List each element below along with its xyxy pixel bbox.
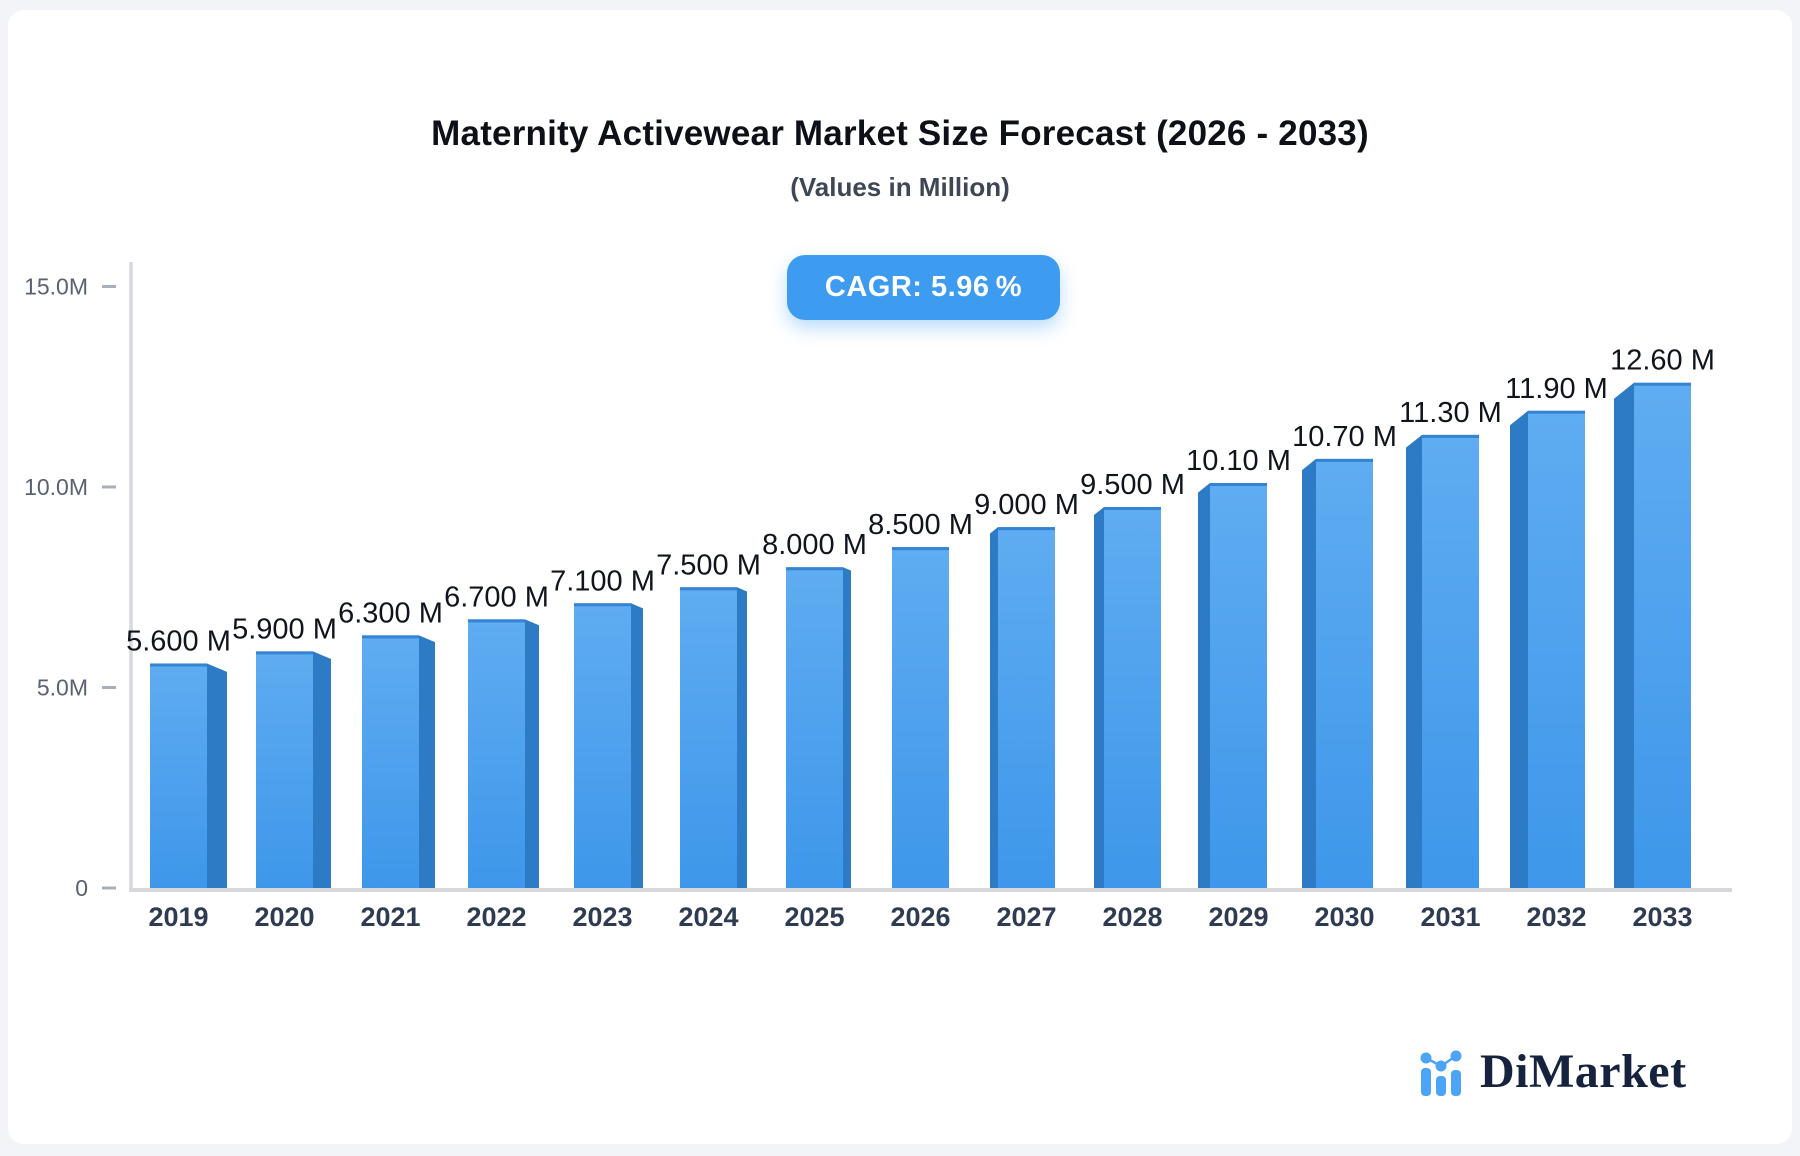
value-label: 6.700 M: [444, 581, 549, 613]
x-tick-label: 2028: [1102, 902, 1162, 932]
x-tick-label: 2020: [254, 902, 314, 932]
value-label: 10.10 M: [1186, 445, 1291, 477]
value-label: 7.500 M: [656, 549, 761, 581]
value-label: 11.30 M: [1399, 397, 1502, 429]
bar-front: [574, 603, 631, 888]
bar-front: [468, 619, 525, 888]
bar-front: [1422, 434, 1479, 888]
bar-side: [207, 663, 227, 888]
brand-logo[interactable]: DiMarket: [1418, 1036, 1708, 1100]
bar-group-2032[interactable]: [1510, 410, 1585, 888]
bar-front: [680, 587, 737, 888]
x-tick-label: 2026: [890, 902, 950, 932]
bar-group-2028[interactable]: [1094, 507, 1161, 888]
bar-side: [1094, 507, 1104, 888]
bar-group-2019[interactable]: [150, 663, 227, 888]
value-label: 7.100 M: [550, 565, 655, 597]
logo-bar: [1451, 1070, 1461, 1096]
bar-group-2030[interactable]: [1302, 458, 1373, 888]
bar-front: [362, 635, 419, 888]
bar-side: [737, 587, 747, 888]
bar-side: [631, 603, 643, 888]
trend-dot: [1435, 1060, 1447, 1072]
bar-front: [1528, 410, 1585, 888]
y-tick-label: 10.0M: [24, 474, 88, 500]
value-label: 5.900 M: [232, 613, 337, 645]
value-label: 9.000 M: [974, 489, 1079, 521]
bar-group-2026[interactable]: [892, 547, 949, 888]
y-tick-label: 0: [75, 875, 88, 901]
page-subtitle: (Values in Million): [790, 172, 1010, 202]
value-label: 8.500 M: [868, 509, 973, 541]
x-tick-label: 2031: [1420, 902, 1480, 932]
bar-front: [786, 567, 843, 888]
value-label: 11.90 M: [1505, 373, 1608, 405]
bar-side: [1302, 458, 1316, 888]
bar-side: [1614, 382, 1634, 888]
bar-side: [419, 635, 435, 888]
x-tick-label: 2025: [784, 902, 844, 932]
bar-group-2022[interactable]: [468, 619, 539, 888]
bar-front: [1104, 507, 1161, 888]
bar-side: [1406, 434, 1422, 888]
x-tick-label: 2033: [1632, 902, 1692, 932]
logo-bar: [1421, 1068, 1431, 1096]
x-tick-label: 2029: [1208, 902, 1268, 932]
bar-front: [150, 663, 207, 888]
x-tick-label: 2027: [996, 902, 1056, 932]
x-tick-label: 2021: [360, 902, 420, 932]
bar-group-2023[interactable]: [574, 603, 643, 888]
bar-group-2033[interactable]: [1614, 382, 1691, 888]
cagr-badge: CAGR: 5.96 %: [787, 255, 1060, 320]
x-tick-label: 2030: [1314, 902, 1374, 932]
bar-side: [313, 651, 331, 888]
value-label: 12.60 M: [1610, 345, 1715, 377]
bar-front: [892, 547, 949, 888]
y-tick-label: 5.0M: [37, 675, 88, 701]
bar-group-2031[interactable]: [1406, 434, 1479, 888]
logo-bar: [1436, 1076, 1446, 1096]
bar-group-2020[interactable]: [256, 651, 331, 888]
brand-name: DiMarket: [1480, 1045, 1687, 1098]
value-label: 9.500 M: [1080, 469, 1185, 501]
brand-icon: [1420, 1050, 1462, 1096]
bar-side: [1510, 410, 1528, 888]
y-tick-label: 15.0M: [24, 274, 88, 300]
x-tick-label: 2019: [148, 902, 208, 932]
x-tick-label: 2024: [678, 902, 738, 932]
trend-dot: [1450, 1050, 1462, 1062]
bar-side: [843, 567, 851, 888]
bar-side: [990, 527, 998, 888]
value-label: 8.000 M: [762, 529, 867, 561]
bar-group-2025[interactable]: [786, 567, 851, 888]
bar-group-2021[interactable]: [362, 635, 435, 888]
value-label: 5.600 M: [126, 625, 231, 657]
x-tick-label: 2022: [466, 902, 526, 932]
x-tick-label: 2032: [1526, 902, 1586, 932]
bar-group-2024[interactable]: [680, 587, 747, 888]
value-label: 6.300 M: [338, 597, 443, 629]
bar-front: [1634, 382, 1691, 888]
bar-group-2027[interactable]: [990, 527, 1055, 888]
page-title: Maternity Activewear Market Size Forecas…: [431, 114, 1369, 153]
bar-front: [1316, 458, 1373, 888]
bar-front: [256, 651, 313, 888]
bar-front: [1210, 482, 1267, 888]
bar-front: [998, 527, 1055, 888]
bar-side: [1198, 482, 1210, 888]
value-label: 10.70 M: [1292, 421, 1397, 453]
bar-side: [525, 619, 539, 888]
trend-dot: [1420, 1052, 1432, 1064]
bar-group-2029[interactable]: [1198, 482, 1267, 888]
x-tick-label: 2023: [572, 902, 632, 932]
